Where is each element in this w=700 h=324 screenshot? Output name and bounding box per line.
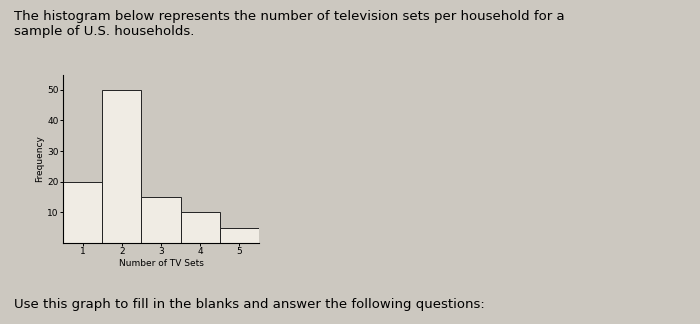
Bar bbox=[220, 228, 259, 243]
Y-axis label: Frequency: Frequency bbox=[36, 135, 45, 182]
Bar bbox=[63, 182, 102, 243]
Bar bbox=[181, 212, 220, 243]
Bar bbox=[102, 90, 141, 243]
X-axis label: Number of TV Sets: Number of TV Sets bbox=[118, 259, 204, 268]
Bar bbox=[141, 197, 181, 243]
Text: The histogram below represents the number of television sets per household for a: The histogram below represents the numbe… bbox=[14, 10, 565, 38]
Text: Use this graph to fill in the blanks and answer the following questions:: Use this graph to fill in the blanks and… bbox=[14, 298, 484, 311]
